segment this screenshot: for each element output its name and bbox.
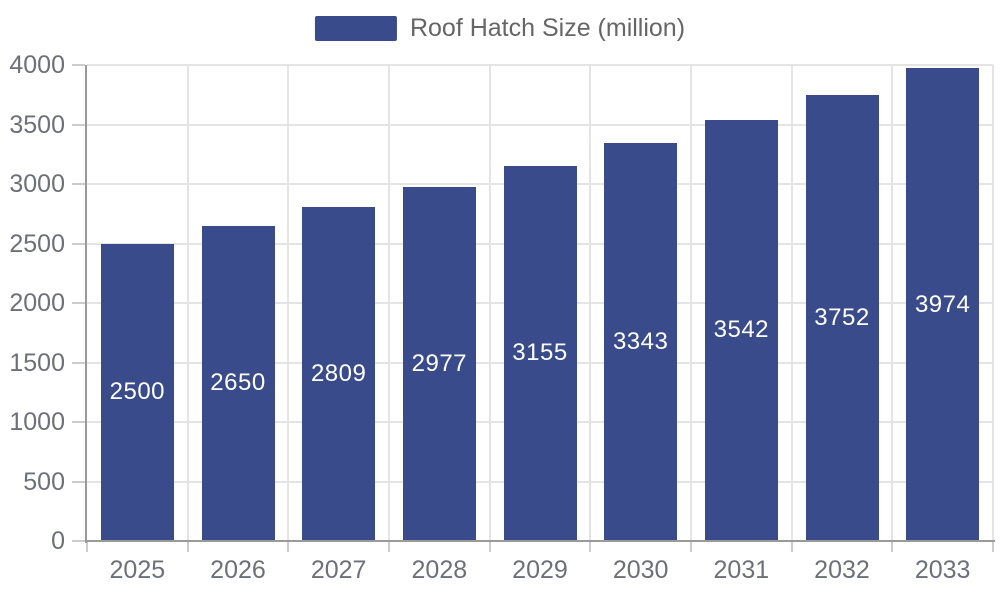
x-gridline [992, 65, 994, 541]
y-axis-label: 3500 [9, 110, 65, 139]
y-axis-tick [72, 302, 85, 304]
bar-value-label: 3752 [814, 303, 870, 331]
y-axis-label: 4000 [9, 51, 65, 79]
bar-value-label: 3542 [713, 316, 770, 344]
x-axis-tick [388, 541, 390, 552]
bar[interactable]: 2977 [402, 186, 476, 541]
x-gridline [690, 65, 692, 541]
bar[interactable]: 3155 [503, 165, 577, 541]
x-axis-tick [186, 541, 189, 552]
bar[interactable]: 2809 [302, 206, 376, 541]
x-axis-tick [790, 541, 793, 552]
x-gridline [287, 65, 290, 541]
legend-swatch [314, 16, 397, 41]
y-gridline [87, 64, 993, 66]
y-axis-line [85, 65, 87, 543]
y-axis-tick [72, 540, 85, 542]
bar-value-label: 2977 [411, 349, 468, 377]
bar-value-label: 3343 [612, 328, 669, 356]
x-axis-label: 2028 [411, 556, 468, 584]
x-axis-label: 2027 [310, 556, 367, 584]
x-gridline [186, 65, 189, 541]
legend[interactable]: Roof Hatch Size (million) [314, 14, 686, 42]
bar-value-label: 2809 [310, 359, 367, 387]
bar[interactable]: 3974 [906, 68, 980, 541]
y-axis-label: 1500 [9, 348, 65, 377]
bar-value-label: 2500 [109, 378, 166, 406]
bar-value-label: 3974 [914, 290, 971, 318]
x-axis-tick [992, 541, 994, 552]
x-axis-label: 2032 [814, 556, 870, 584]
bar[interactable]: 3752 [805, 94, 879, 541]
x-axis-tick [891, 541, 894, 552]
bar[interactable]: 3542 [704, 119, 778, 541]
x-axis-label: 2029 [512, 556, 568, 584]
y-axis-tick [72, 64, 85, 66]
y-axis-tick [72, 421, 85, 423]
y-axis-tick [72, 183, 85, 185]
y-axis-label: 2500 [9, 229, 65, 258]
x-axis-tick [690, 541, 692, 552]
bar[interactable]: 2650 [201, 225, 275, 541]
bar-value-label: 2650 [210, 369, 266, 397]
x-axis-tick [488, 541, 491, 552]
legend-label: Roof Hatch Size (million) [409, 14, 686, 42]
y-axis-label: 0 [51, 527, 65, 555]
y-axis-tick [72, 123, 85, 126]
x-axis-label: 2025 [109, 556, 166, 584]
bar[interactable]: 3343 [604, 143, 678, 541]
y-axis-tick [72, 242, 85, 245]
y-axis-label: 3000 [9, 170, 65, 198]
y-axis-label: 1000 [9, 408, 65, 436]
x-axis-tick [287, 541, 290, 552]
x-axis-tick [589, 541, 592, 552]
x-axis-line [85, 540, 995, 542]
y-gridline [87, 123, 993, 126]
x-axis-label: 2033 [914, 556, 971, 584]
x-axis-label: 2026 [210, 556, 266, 584]
x-axis-tick [86, 541, 88, 552]
x-gridline [589, 65, 592, 541]
y-axis-label: 2000 [9, 289, 65, 317]
x-axis-label: 2030 [612, 556, 669, 584]
x-gridline [790, 65, 793, 541]
x-gridline [891, 65, 894, 541]
bar-value-label: 3155 [512, 339, 568, 367]
y-axis-tick [72, 361, 85, 364]
y-axis-label: 500 [23, 467, 65, 496]
x-gridline [488, 65, 491, 541]
bar[interactable]: 2500 [100, 243, 174, 541]
x-gridline [388, 65, 390, 541]
y-axis-tick [72, 480, 85, 483]
x-axis-label: 2031 [713, 556, 770, 584]
